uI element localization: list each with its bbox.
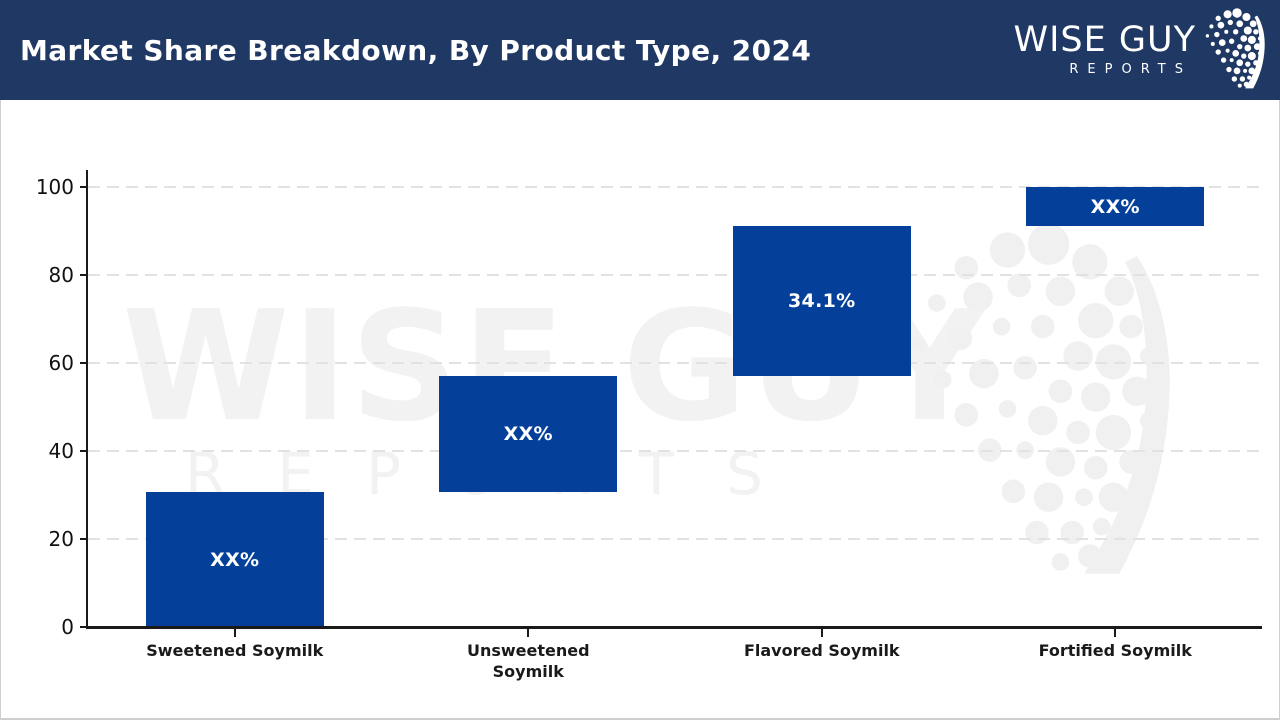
bar-value-label: 34.1% <box>788 290 856 313</box>
x-axis-line <box>86 626 1262 629</box>
page-border-left <box>0 100 1 720</box>
logo-wordmark: WISE GUY <box>1013 20 1196 60</box>
logo-subtitle: REPORTS <box>1069 62 1192 77</box>
x-tick-3 <box>1114 629 1117 637</box>
bar-value-label: XX% <box>503 423 553 446</box>
x-tick-0 <box>233 629 236 637</box>
gridline-60 <box>88 362 1262 364</box>
y-tick-label-40: 40 <box>48 439 74 463</box>
gridline-80 <box>88 274 1262 276</box>
category-label-line: Flavored Soymilk <box>743 641 900 660</box>
gridline-100 <box>88 186 1262 188</box>
page-border-bottom <box>0 718 1280 720</box>
category-label-line: Unsweetened <box>466 641 590 660</box>
y-tick-label-0: 0 <box>61 615 74 639</box>
y-tick-40 <box>80 450 88 452</box>
bar-fortified-soymilk: XX% <box>1026 187 1205 227</box>
y-tick-label-60: 60 <box>48 351 74 375</box>
y-axis-line <box>86 170 88 629</box>
bar-sweetened-soymilk: XX% <box>145 492 324 627</box>
y-tick-label-80: 80 <box>48 263 74 287</box>
bar-flavored-soymilk: 34.1% <box>732 226 911 377</box>
y-tick-60 <box>80 362 88 364</box>
y-tick-100 <box>80 186 88 188</box>
header-bar: Market Share Breakdown, By Product Type,… <box>0 0 1280 100</box>
y-tick-0 <box>80 626 88 628</box>
x-tick-1 <box>527 629 530 637</box>
y-tick-80 <box>80 274 88 276</box>
category-label-unsweetened-soymilk: Unsweetened Soymilk <box>418 640 638 682</box>
gridline-20 <box>88 538 1262 540</box>
category-label-fortified-soymilk: Fortified Soymilk <box>1005 640 1225 661</box>
chart-title: Market Share Breakdown, By Product Type,… <box>20 33 812 67</box>
category-label-flavored-soymilk: Flavored Soymilk <box>712 640 932 661</box>
bar-value-label: XX% <box>210 548 260 571</box>
bar-value-label: XX% <box>1090 195 1140 218</box>
y-tick-label-20: 20 <box>48 527 74 551</box>
x-tick-2 <box>820 629 823 637</box>
category-label-line: Sweetened Soymilk <box>146 641 324 660</box>
gridline-40 <box>88 450 1262 452</box>
y-tick-label-100: 100 <box>35 175 74 199</box>
bar-unsweetened-soymilk: XX% <box>439 376 618 493</box>
category-label-line: Soymilk <box>492 662 564 681</box>
category-label-line: Fortified Soymilk <box>1038 641 1192 660</box>
wiseguy-logo: WISE GUY REPORTS <box>1012 0 1272 100</box>
y-tick-20 <box>80 538 88 540</box>
category-label-sweetened-soymilk: Sweetened Soymilk <box>125 640 345 661</box>
